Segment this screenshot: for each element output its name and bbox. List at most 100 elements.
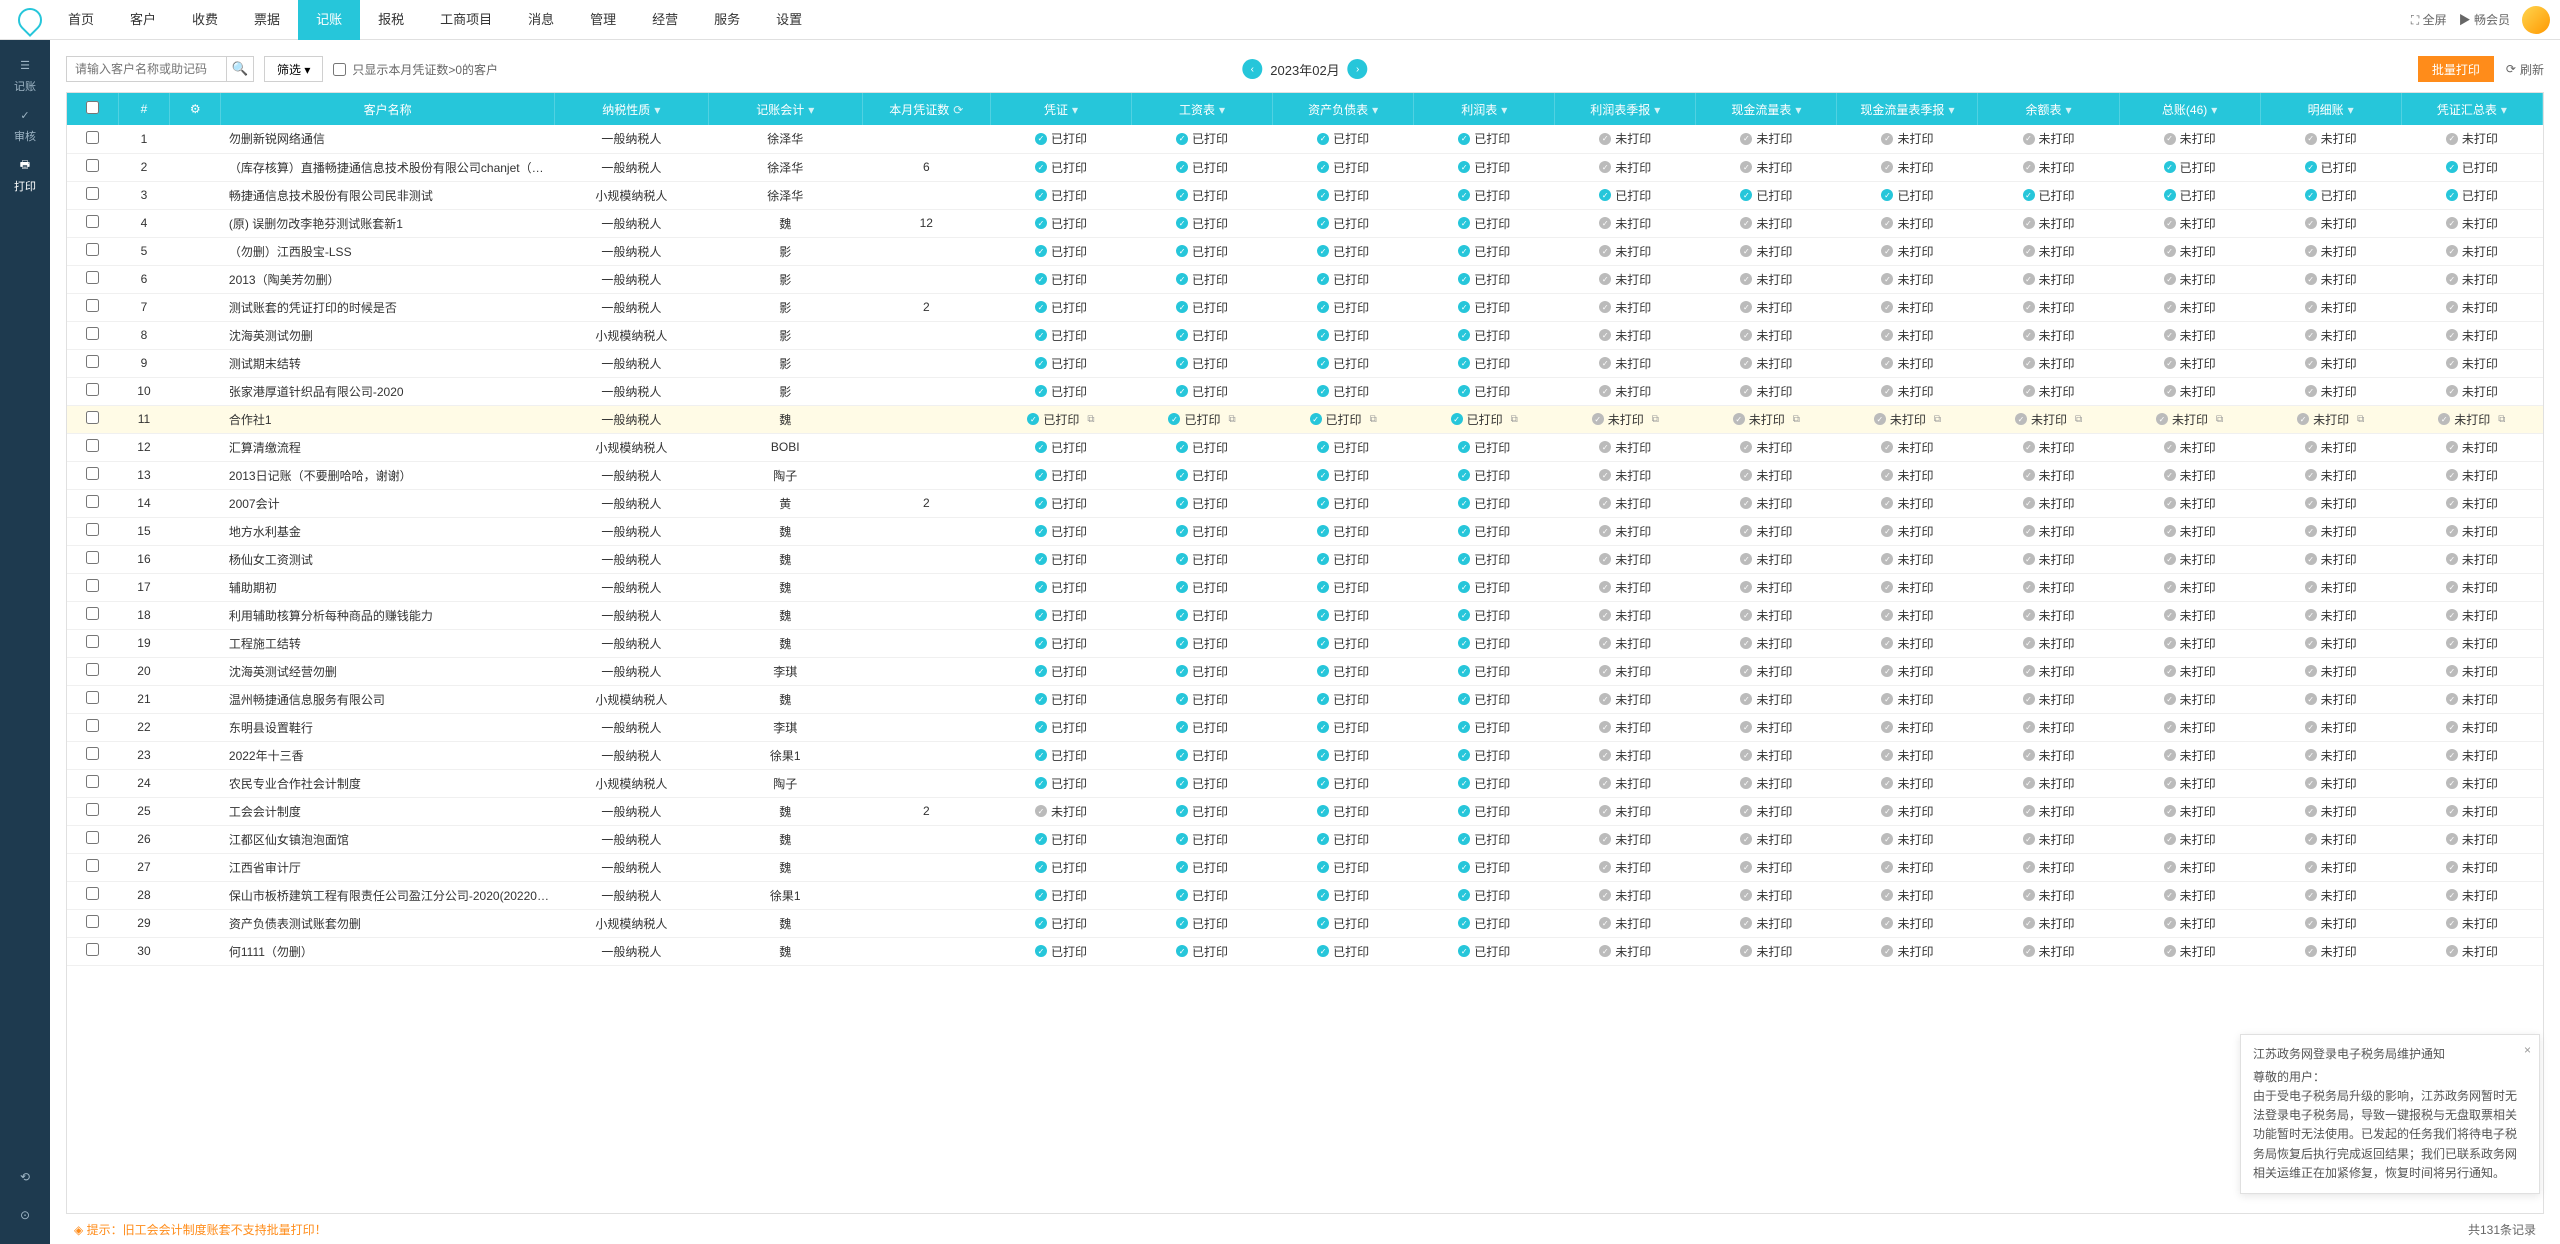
status-cell[interactable]: ✓已打印	[1176, 663, 1228, 680]
fullscreen-btn[interactable]: ⛶ 全屏	[2411, 11, 2447, 28]
status-cell[interactable]: ✓已打印	[1458, 495, 1510, 512]
status-cell[interactable]: ✓未打印	[2164, 635, 2216, 652]
status-cell[interactable]: ✓未打印	[1740, 719, 1792, 736]
status-cell[interactable]: ✓未打印	[2446, 243, 2498, 260]
status-cell[interactable]: ✓已打印	[1176, 831, 1228, 848]
status-cell[interactable]: ✓已打印	[1035, 299, 1087, 316]
row-checkbox[interactable]	[86, 271, 99, 284]
status-cell[interactable]: ✓已打印	[1035, 887, 1087, 904]
status-cell[interactable]: ✓已打印	[1317, 747, 1369, 764]
status-cell[interactable]: ✓已打印	[1176, 635, 1228, 652]
table-row[interactable]: 25工会会计制度一般纳税人魏2✓未打印✓已打印✓已打印✓已打印✓未打印✓未打印✓…	[67, 797, 2543, 825]
status-cell[interactable]: ✓已打印	[1458, 355, 1510, 372]
table-row[interactable]: 29资产负债表测试账套勿删小规模纳税人魏✓已打印✓已打印✓已打印✓已打印✓未打印…	[67, 909, 2543, 937]
status-cell[interactable]: ✓已打印	[1176, 691, 1228, 708]
status-cell[interactable]: ✓已打印	[1458, 299, 1510, 316]
filter-icon[interactable]: ▾	[1948, 103, 1954, 117]
status-cell[interactable]: ✓已打印	[1035, 271, 1087, 288]
row-checkbox[interactable]	[86, 187, 99, 200]
status-cell[interactable]: ✓未打印	[2164, 467, 2216, 484]
col-header-0[interactable]	[67, 93, 118, 125]
status-cell[interactable]: ✓已打印	[1317, 775, 1369, 792]
status-cell[interactable]: ✓未打印	[2446, 691, 2498, 708]
status-cell[interactable]: ✓未打印	[2023, 831, 2075, 848]
status-cell[interactable]: ✓已打印	[1176, 551, 1228, 568]
table-row[interactable]: 27江西省审计厅一般纳税人魏✓已打印✓已打印✓已打印✓已打印✓未打印✓未打印✓未…	[67, 853, 2543, 881]
status-cell[interactable]: ✓未打印	[2446, 523, 2498, 540]
filter-icon[interactable]: ▾	[1654, 103, 1660, 117]
status-cell[interactable]: ✓未打印	[2164, 299, 2216, 316]
status-cell[interactable]: ✓已打印	[2446, 159, 2498, 176]
status-cell[interactable]: ✓未打印	[2023, 327, 2075, 344]
status-cell[interactable]: ✓未打印	[1740, 355, 1792, 372]
status-cell[interactable]: ✓已打印	[1458, 915, 1510, 932]
status-cell[interactable]: ✓未打印	[2023, 663, 2075, 680]
status-cell[interactable]: ✓已打印	[1035, 943, 1087, 960]
status-cell[interactable]: ✓未打印	[1599, 943, 1651, 960]
status-cell[interactable]: ✓未打印	[2446, 130, 2498, 147]
nav-tab-2[interactable]: 收费	[174, 0, 236, 40]
status-cell[interactable]: ✓未打印	[1740, 243, 1792, 260]
status-cell[interactable]: ✓已打印	[1035, 831, 1087, 848]
customer-name[interactable]: 勿删新锐网络通信	[221, 125, 554, 153]
status-cell[interactable]: ✓已打印	[1176, 887, 1228, 904]
status-cell[interactable]: ✓已打印⧉	[1310, 411, 1377, 428]
table-row[interactable]: 9测试期末结转一般纳税人影✓已打印✓已打印✓已打印✓已打印✓未打印✓未打印✓未打…	[67, 349, 2543, 377]
status-cell[interactable]: ✓未打印	[2446, 831, 2498, 848]
status-cell[interactable]: ✓已打印	[1317, 719, 1369, 736]
status-cell[interactable]: ✓未打印	[1740, 551, 1792, 568]
customer-name[interactable]: （勿删）江西股宝-LSS	[221, 237, 554, 265]
table-row[interactable]: 132013日记账（不要删哈哈，谢谢）一般纳税人陶子✓已打印✓已打印✓已打印✓已…	[67, 461, 2543, 489]
status-cell[interactable]: ✓未打印	[2164, 607, 2216, 624]
status-cell[interactable]: ✓未打印	[2446, 327, 2498, 344]
status-cell[interactable]: ✓未打印	[2305, 915, 2357, 932]
status-cell[interactable]: ✓已打印	[1317, 355, 1369, 372]
status-cell[interactable]: ✓已打印	[1176, 747, 1228, 764]
status-cell[interactable]: ✓未打印	[1881, 747, 1933, 764]
table-row[interactable]: 22东明县设置鞋行一般纳税人李琪✓已打印✓已打印✓已打印✓已打印✓未打印✓未打印…	[67, 713, 2543, 741]
row-checkbox[interactable]	[86, 299, 99, 312]
status-cell[interactable]: ✓已打印	[2164, 159, 2216, 176]
search-button[interactable]: 🔍	[226, 56, 254, 82]
customer-name[interactable]: 辅助期初	[221, 573, 554, 601]
table-row[interactable]: 15地方水利基金一般纳税人魏✓已打印✓已打印✓已打印✓已打印✓未打印✓未打印✓未…	[67, 517, 2543, 545]
external-icon[interactable]: ⧉	[2216, 414, 2223, 425]
status-cell[interactable]: ✓未打印	[2164, 859, 2216, 876]
filter-icon[interactable]: ▾	[1219, 103, 1225, 117]
table-row[interactable]: 142007会计一般纳税人黄2✓已打印✓已打印✓已打印✓已打印✓未打印✓未打印✓…	[67, 489, 2543, 517]
status-cell[interactable]: ✓已打印	[1035, 747, 1087, 764]
status-cell[interactable]: ✓未打印	[2305, 719, 2357, 736]
row-checkbox[interactable]	[86, 915, 99, 928]
status-cell[interactable]: ✓未打印	[2446, 663, 2498, 680]
status-cell[interactable]: ✓未打印	[2023, 495, 2075, 512]
status-cell[interactable]: ✓未打印	[1881, 859, 1933, 876]
status-cell[interactable]: ✓未打印	[2164, 271, 2216, 288]
status-cell[interactable]: ✓已打印	[1458, 803, 1510, 820]
status-cell[interactable]: ✓未打印	[2305, 383, 2357, 400]
status-cell[interactable]: ✓已打印	[1317, 439, 1369, 456]
status-cell[interactable]: ✓已打印	[1458, 579, 1510, 596]
sidebar-bottom-icon-0[interactable]: ⟲	[16, 1168, 34, 1186]
status-cell[interactable]: ✓已打印	[2446, 187, 2498, 204]
row-checkbox[interactable]	[86, 439, 99, 452]
status-cell[interactable]: ✓未打印⧉	[2156, 411, 2223, 428]
nav-tab-10[interactable]: 服务	[696, 0, 758, 40]
status-cell[interactable]: ✓未打印	[2446, 299, 2498, 316]
status-cell[interactable]: ✓未打印	[1599, 635, 1651, 652]
filter-icon[interactable]: ▾	[2501, 103, 2507, 117]
status-cell[interactable]: ✓已打印	[1176, 579, 1228, 596]
status-cell[interactable]: ✓未打印	[2305, 831, 2357, 848]
logo[interactable]	[10, 8, 50, 32]
status-cell[interactable]: ✓未打印	[2023, 215, 2075, 232]
status-cell[interactable]: ✓已打印	[1458, 719, 1510, 736]
row-checkbox[interactable]	[86, 551, 99, 564]
status-cell[interactable]: ✓未打印	[2164, 243, 2216, 260]
table-row[interactable]: 17辅助期初一般纳税人魏✓已打印✓已打印✓已打印✓已打印✓未打印✓未打印✓未打印…	[67, 573, 2543, 601]
col-header-14[interactable]: 余额表▾	[1978, 93, 2119, 125]
status-cell[interactable]: ✓未打印	[1599, 495, 1651, 512]
date-prev[interactable]: ‹	[1242, 59, 1262, 79]
status-cell[interactable]: ✓已打印	[1740, 187, 1792, 204]
col-header-6[interactable]: 本月凭证数⟳	[862, 93, 990, 125]
status-cell[interactable]: ✓已打印	[1317, 887, 1369, 904]
status-cell[interactable]: ✓未打印	[2023, 299, 2075, 316]
